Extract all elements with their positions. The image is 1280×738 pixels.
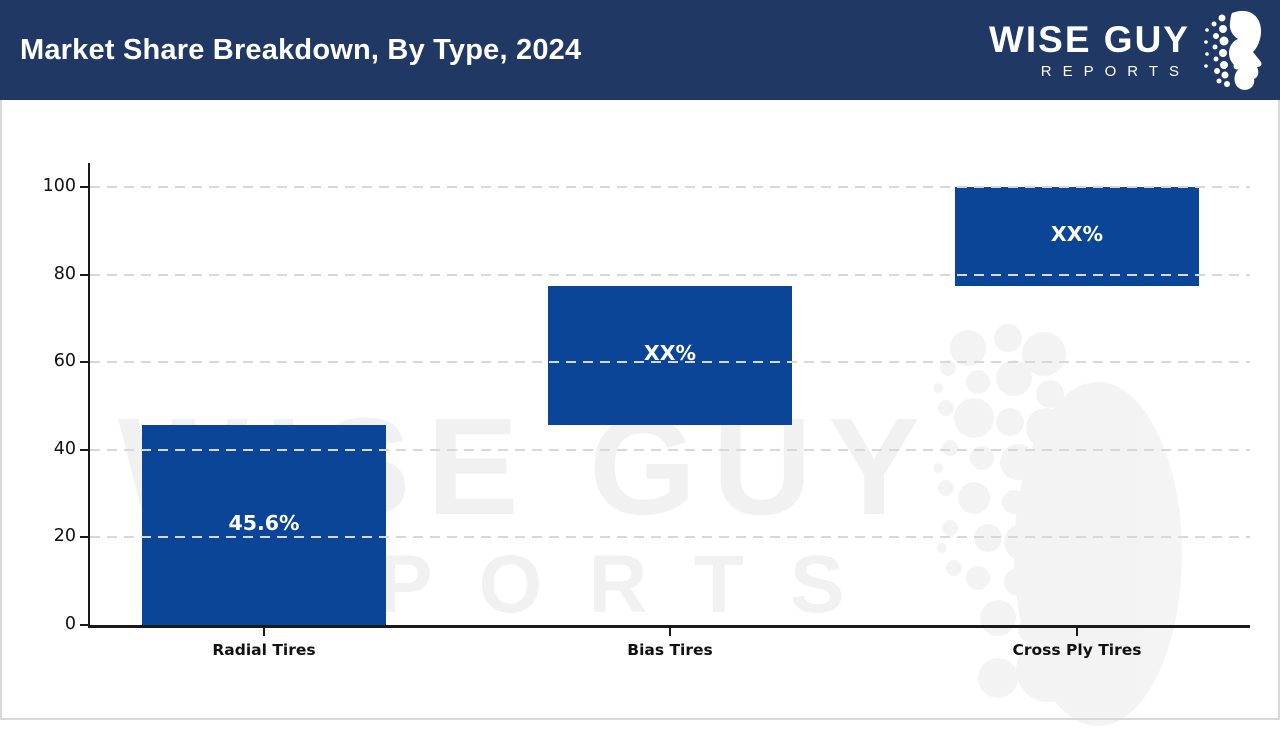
x-category-label: Bias Tires [627, 641, 713, 659]
x-axis-line [88, 625, 1250, 628]
gridline-60 [90, 361, 1250, 364]
logo-head-icon [1204, 10, 1262, 90]
y-tick-label-40: 40 [53, 438, 76, 459]
y-tick-80 [80, 273, 89, 276]
logo-subtitle: REPORTS [1040, 63, 1190, 80]
chart-title: Market Share Breakdown, By Type, 2024 [20, 33, 582, 66]
x-category-label: Radial Tires [212, 641, 316, 659]
bar-cross-ply-tires [955, 187, 1199, 286]
watermark-head-icon [933, 324, 1182, 726]
gridline-80 [90, 273, 1250, 276]
bar-value-label: XX% [643, 341, 697, 366]
x-tick-0 [263, 628, 265, 636]
gridline-20 [90, 536, 1250, 539]
wise-guy-logo: WISE GUY REPORTS [989, 8, 1268, 92]
y-tick-label-100: 100 [42, 176, 76, 196]
bar-bias-tires [548, 285, 792, 426]
chart-plot-area: WISE GUY REPORTS 0 20 40 60 80 100 45.6% Radial… [0, 100, 1280, 726]
gridline-100 [90, 186, 1250, 188]
header-bar: Market Share Breakdown, By Type, 2024 WI… [0, 0, 1280, 100]
y-tick-0 [80, 624, 89, 626]
y-tick-20 [80, 536, 89, 539]
y-tick-label-0: 0 [64, 614, 76, 634]
y-tick-40 [80, 448, 89, 451]
bar-value-label: 45.6% [228, 511, 300, 536]
x-category-label: Cross Ply Tires [1012, 641, 1142, 659]
x-tick-1 [669, 628, 671, 636]
y-tick-60 [80, 361, 89, 364]
y-tick-label-20: 20 [53, 526, 76, 547]
bar-radial-tires [142, 425, 386, 625]
gridline-40 [90, 448, 1250, 451]
bar-value-label: XX% [1050, 222, 1104, 247]
logo-text: WISE GUY REPORTS [988, 19, 1190, 81]
x-tick-2 [1076, 628, 1078, 636]
logo-wordmark: WISE GUY [988, 19, 1190, 60]
y-tick-100 [80, 186, 89, 188]
y-tick-label-60: 60 [53, 351, 76, 372]
y-tick-label-80: 80 [53, 263, 76, 284]
y-axis-line [88, 163, 90, 627]
